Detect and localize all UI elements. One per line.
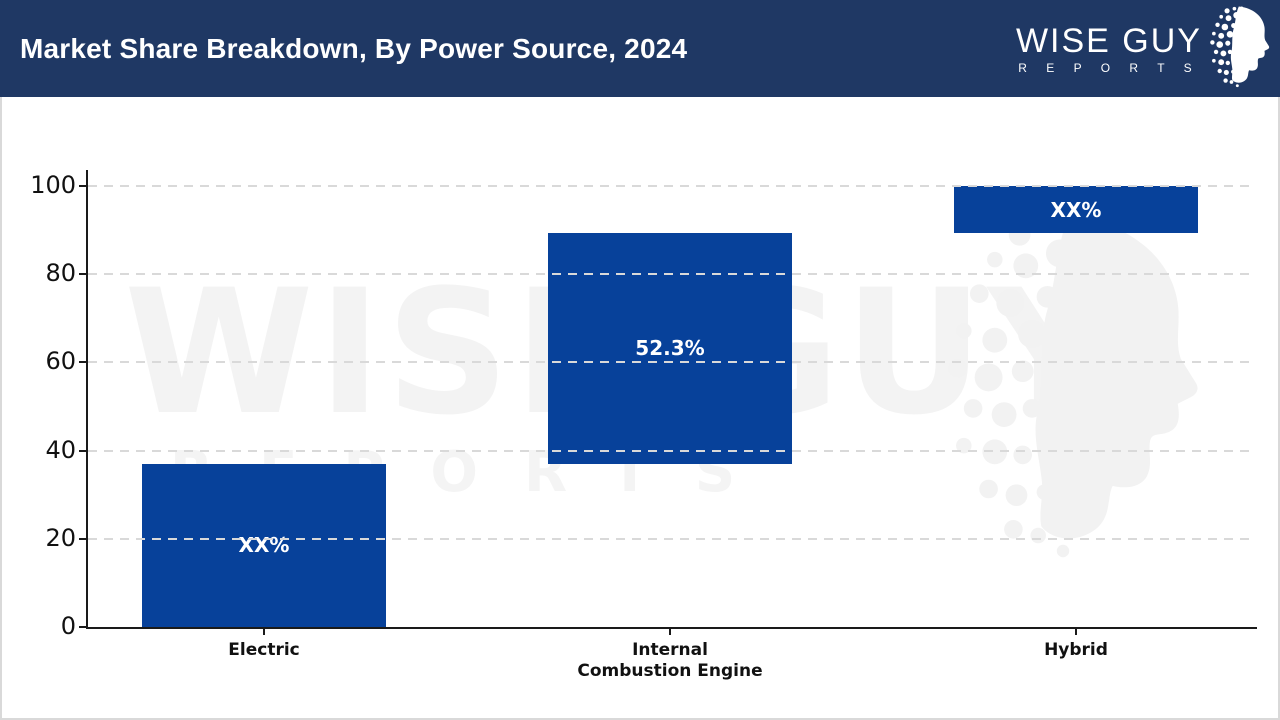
y-tickmark-20 [79,537,86,540]
gridline-80 [88,273,1253,276]
y-tickmark-100 [79,185,86,187]
y-tickmark-40 [79,449,86,452]
chart-title: Market Share Breakdown, By Power Source,… [20,32,688,64]
logo-text: WISE GUY R E P O R T S [1016,23,1202,75]
gridline-20 [88,537,1253,540]
x-category-label-2: Hybrid [1044,640,1108,660]
y-tickmark-60 [79,361,86,364]
gridline-60 [88,361,1253,364]
wiseguy-logo: WISE GUY R E P O R T S [1016,4,1272,93]
y-tick-label-0: 0 [60,612,76,640]
x-category-label-0: Electric [228,640,300,660]
face-dots-icon [1188,5,1272,93]
bar-value-label-0: XX% [238,533,290,558]
y-tick-label-60: 60 [45,347,76,376]
bar-0: XX% [142,463,386,627]
y-tick-label-100: 100 [30,171,76,199]
gridline-100 [88,185,1253,187]
y-tick-label-40: 40 [45,435,76,464]
logo-subtitle: R E P O R T S [1018,60,1200,75]
header: Market Share Breakdown, By Power Source,… [0,0,1280,97]
y-tick-label-80: 80 [45,259,76,288]
bar-value-label-1: 52.3% [635,336,705,361]
x-axis [86,627,1257,629]
x-tickmark-1 [669,629,671,635]
bar-2: XX% [954,186,1198,234]
bar-value-label-2: XX% [1050,197,1102,222]
x-category-label-1: Internal Combustion Engine [577,640,763,681]
y-tickmark-80 [79,273,86,276]
gridline-40 [88,449,1253,452]
logo-wordmark: WISE GUY [1015,21,1202,60]
x-tickmark-0 [263,629,265,635]
y-tickmark-0 [79,626,86,628]
y-tick-label-20: 20 [45,523,76,552]
x-tickmark-2 [1075,629,1077,635]
bar-1: 52.3% [548,233,792,464]
y-axis [86,170,88,629]
